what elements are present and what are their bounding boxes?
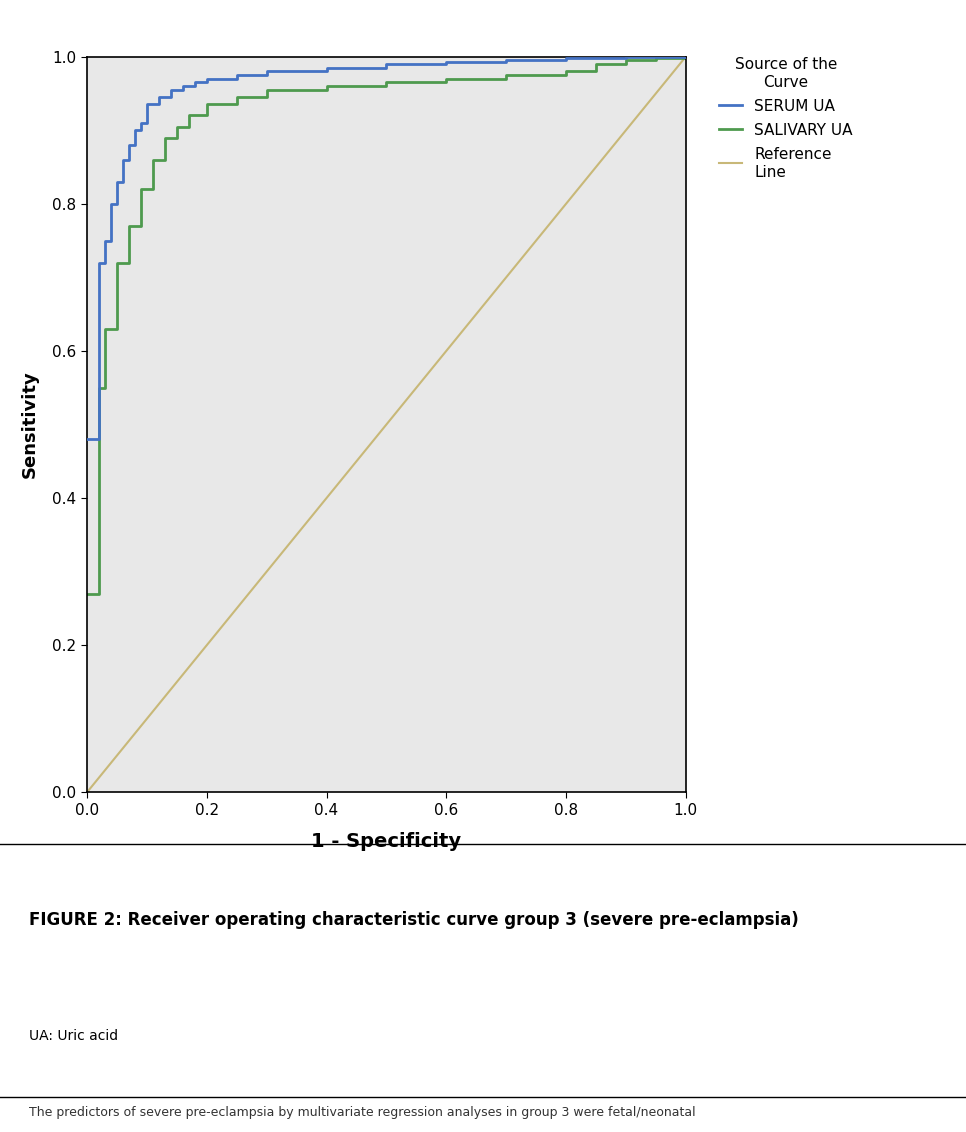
Text: The predictors of severe pre-eclampsia by multivariate regression analyses in gr: The predictors of severe pre-eclampsia b… <box>29 1106 696 1118</box>
Y-axis label: Sensitivity: Sensitivity <box>20 370 39 479</box>
X-axis label: 1 - Specificity: 1 - Specificity <box>311 832 462 851</box>
Text: FIGURE 2: Receiver operating characteristic curve group 3 (severe pre-eclampsia): FIGURE 2: Receiver operating characteris… <box>29 911 799 929</box>
Text: UA: Uric acid: UA: Uric acid <box>29 1029 118 1043</box>
Legend: SERUM UA, SALIVARY UA, Reference
Line: SERUM UA, SALIVARY UA, Reference Line <box>712 50 861 187</box>
